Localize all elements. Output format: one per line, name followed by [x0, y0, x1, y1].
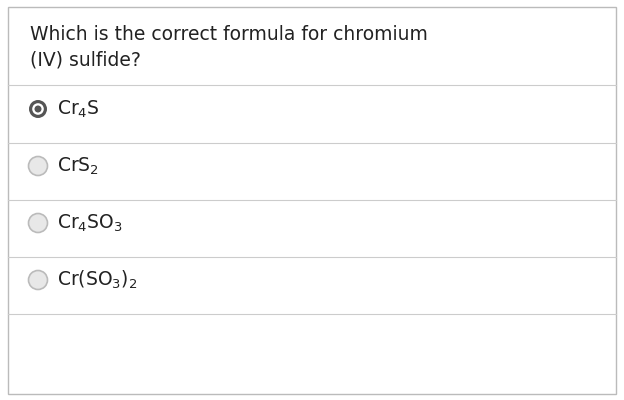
- Circle shape: [29, 100, 47, 118]
- Circle shape: [34, 106, 42, 112]
- Text: Cr$_4$SO$_3$: Cr$_4$SO$_3$: [57, 212, 123, 234]
- Text: CrS$_2$: CrS$_2$: [57, 155, 99, 177]
- Text: Which is the correct formula for chromium: Which is the correct formula for chromiu…: [30, 25, 428, 44]
- FancyBboxPatch shape: [8, 7, 616, 394]
- Circle shape: [29, 270, 47, 290]
- Circle shape: [29, 156, 47, 176]
- Circle shape: [32, 103, 44, 115]
- Text: Cr(SO$_3$)$_2$: Cr(SO$_3$)$_2$: [57, 269, 137, 291]
- Text: (IV) sulfide?: (IV) sulfide?: [30, 50, 141, 69]
- Circle shape: [29, 214, 47, 232]
- Text: Cr$_4$S: Cr$_4$S: [57, 98, 100, 120]
